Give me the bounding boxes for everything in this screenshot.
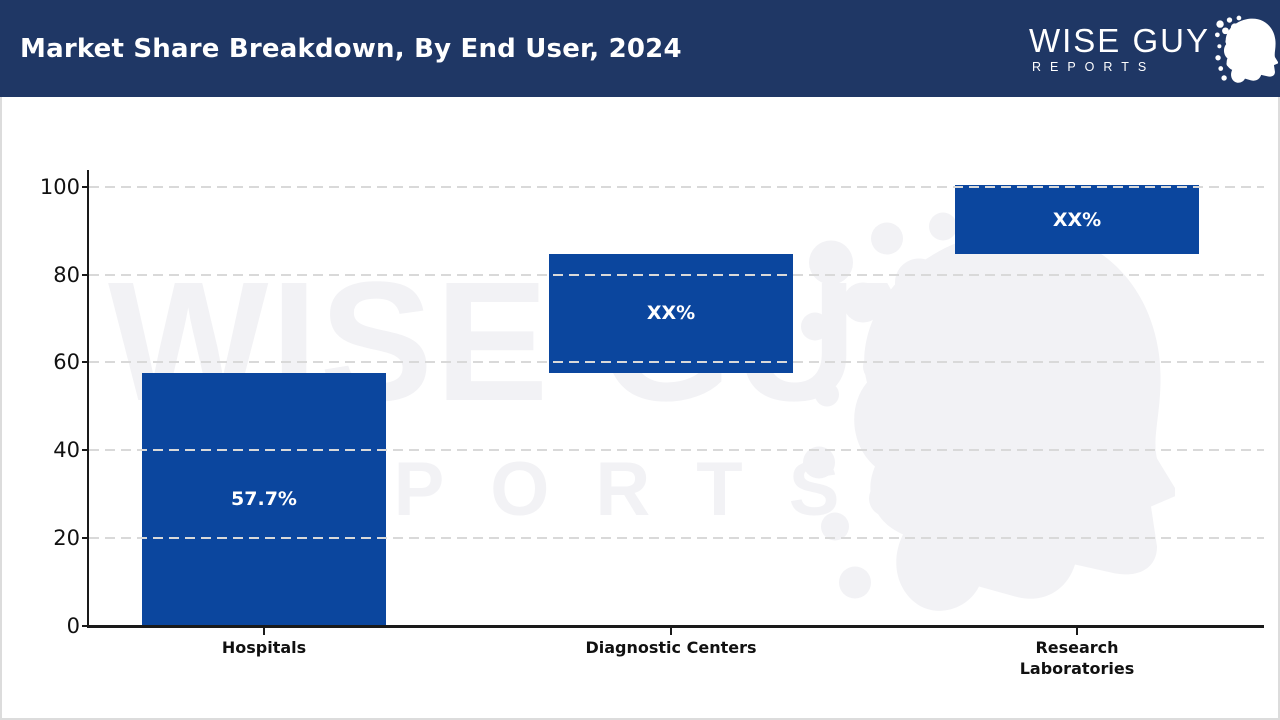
page-title: Market Share Breakdown, By End User, 202… [20,33,682,64]
wise-guy-reports-logo: WISE GUY REPORTS [1029,0,1280,97]
x-category-label-line: Diagnostic Centers [585,638,757,657]
x-tick-mark-0 [263,628,265,635]
gridline-100 [89,185,1264,188]
bar-research-laboratories: XX% [955,185,1199,255]
y-tick-mark-40 [82,449,89,452]
y-axis-line [87,170,89,628]
x-category-label-line: Hospitals [221,638,307,657]
y-tick-label-20: 20 [53,526,80,551]
y-tick-label-100: 100 [39,174,80,199]
x-axis-line [87,625,1264,628]
header-bar: Market Share Breakdown, By End User, 202… [0,0,1280,97]
bar-hospitals: 57.7% [142,372,386,626]
logo-wordmark: WISE GUY REPORTS [1029,24,1210,74]
bar-diagnostic-centers: XX% [549,254,793,373]
gridline-80 [89,273,1264,276]
x-tick-mark-2 [1076,628,1078,635]
x-category-label-1: Diagnostic Centers [541,637,801,658]
gridline-20 [89,537,1264,540]
bar-value-label: XX% [646,302,696,325]
y-tick-label-80: 80 [53,262,80,287]
gridline-60 [89,361,1264,364]
gridline-40 [89,449,1264,452]
x-category-label-line: Laboratories [1019,659,1135,678]
y-tick-mark-80 [82,273,89,276]
y-tick-mark-60 [82,361,89,364]
x-category-label-0: Hospitals [134,637,394,658]
x-tick-mark-1 [670,628,672,635]
y-tick-mark-100 [82,185,89,188]
x-category-label-2: Research Laboratories [947,637,1207,679]
x-category-label-line: Research [1035,638,1119,657]
bar-value-label: 57.7% [231,488,297,511]
logo-wordmark-line1: WISE GUY [1028,21,1210,59]
y-tick-mark-20 [82,537,89,540]
y-tick-mark-0 [82,625,89,627]
y-tick-label-60: 60 [53,350,80,375]
bar-value-label: XX% [1052,208,1102,231]
logo-wordmark-line2: REPORTS [1031,59,1156,74]
y-tick-label-40: 40 [53,438,80,463]
face-dots-icon [1215,15,1278,83]
y-tick-label-0: 0 [66,614,80,638]
